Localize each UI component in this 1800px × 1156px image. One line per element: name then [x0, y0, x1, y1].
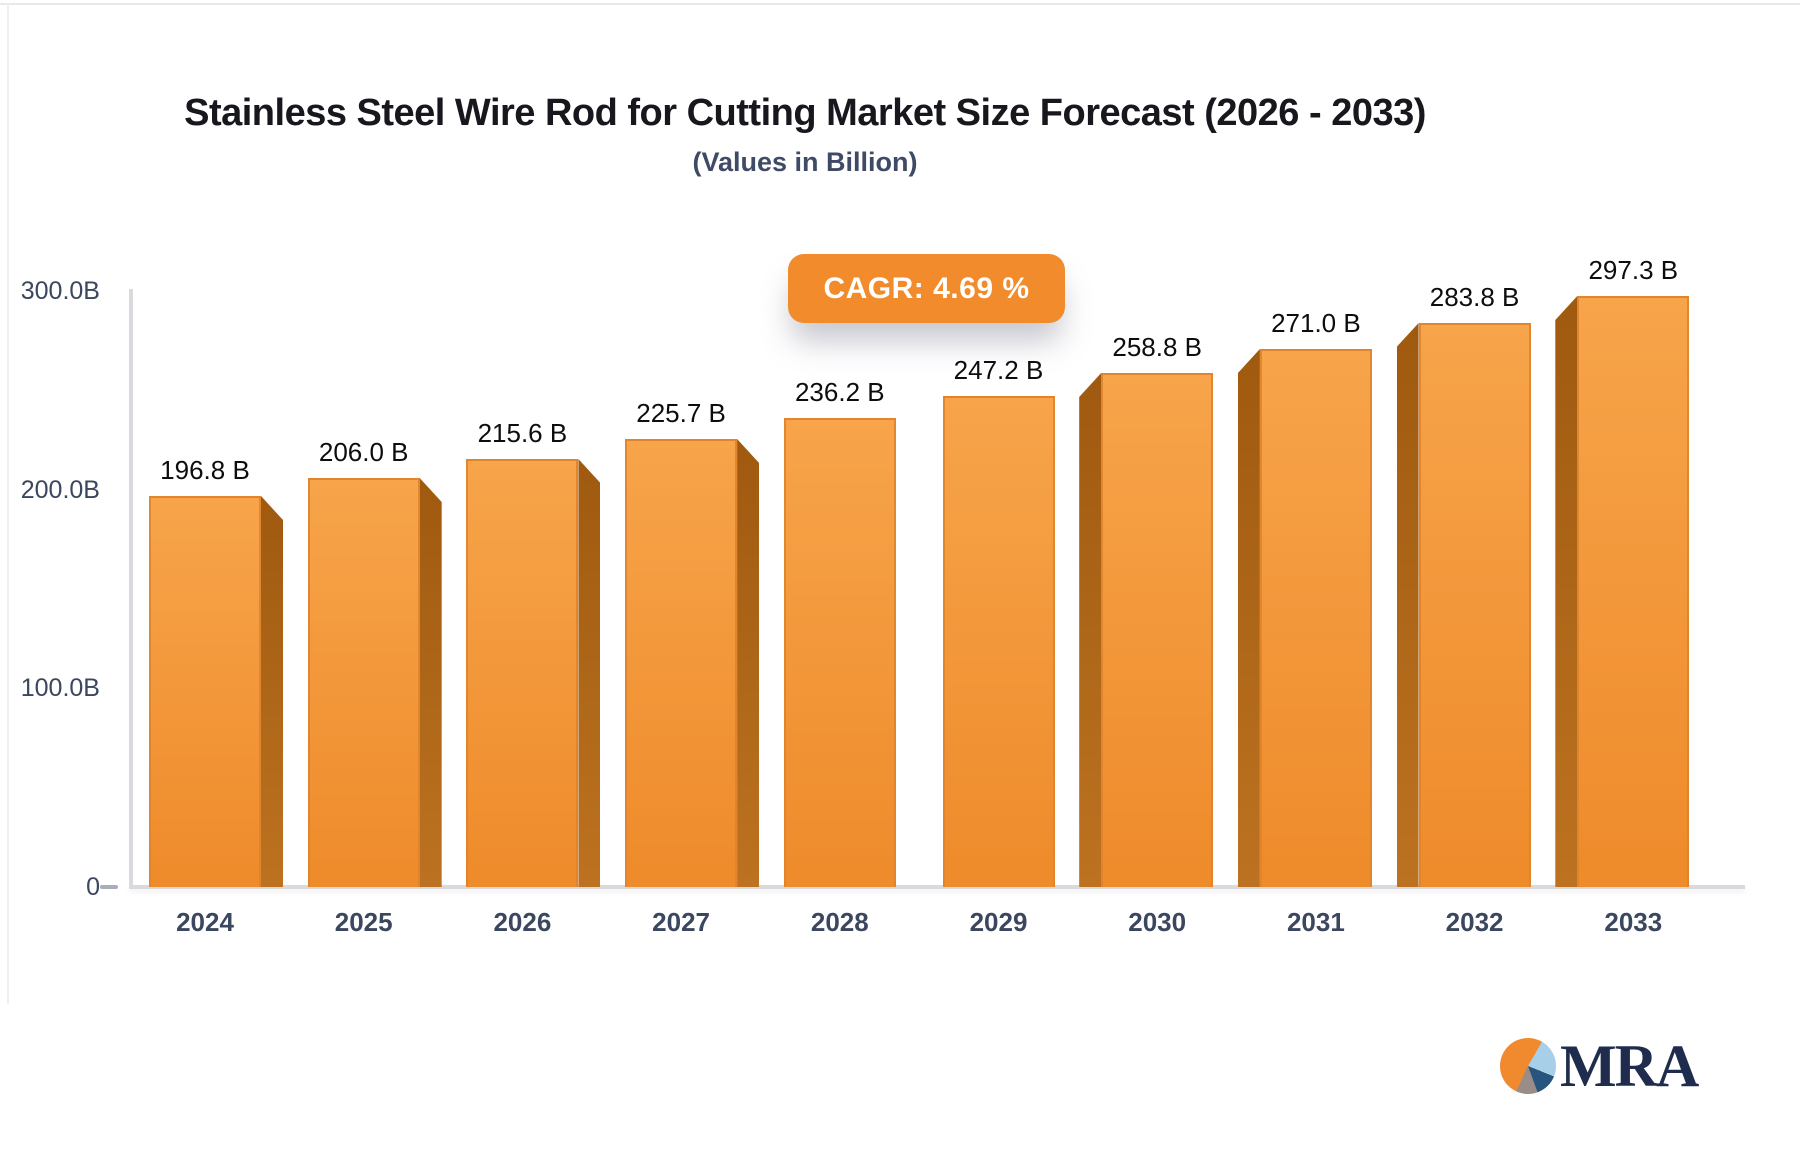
bar-2030 — [1079, 373, 1214, 887]
bar-value-label-2025: 206.0 B — [318, 437, 409, 467]
bar-value-label-2024: 196.8 B — [160, 455, 250, 485]
bar-value-label-2032: 283.8 B — [1429, 282, 1520, 312]
bar-value-label-2031: 271.0 B — [1271, 308, 1361, 338]
bar-value-label-2029: 247.2 B — [953, 355, 1044, 385]
bar-2024 — [149, 496, 283, 887]
x-tick-label-2024: 2024 — [176, 907, 234, 937]
bar-2026 — [466, 459, 601, 887]
chart-subtitle: (Values in Billion) — [692, 147, 918, 177]
bar-3d-side-2030 — [1079, 373, 1102, 887]
x-tick-label-2030: 2030 — [1128, 907, 1187, 937]
bar-3d-side-2033 — [1555, 296, 1578, 887]
y-tick-label-200.0B: 200.0B — [20, 475, 100, 504]
bar-3d-side-2027 — [737, 439, 760, 887]
bar-2027 — [625, 439, 760, 887]
card-border-top — [0, 3, 1800, 5]
bar-face-2032 — [1418, 323, 1531, 887]
x-tick-label-2027: 2027 — [652, 907, 711, 937]
bar-face-2033 — [1577, 296, 1690, 887]
bar-face-2025 — [307, 478, 420, 887]
bar-value-label-2030: 258.8 B — [1112, 332, 1202, 362]
mra-logo: MRA — [1500, 1033, 1699, 1099]
x-tick-label-2033: 2033 — [1604, 907, 1663, 937]
cagr-badge: CAGR: 4.69 % — [788, 254, 1065, 323]
bar-face-2027 — [625, 439, 738, 887]
bar-face-2029 — [942, 396, 1055, 887]
bar-2031 — [1237, 349, 1372, 887]
bar-value-label-2033: 297.3 B — [1588, 255, 1679, 285]
x-tick-label-2025: 2025 — [334, 907, 393, 937]
x-tick-label-2028: 2028 — [810, 907, 869, 937]
x-tick-label-2032: 2032 — [1445, 907, 1504, 937]
bar-3d-side-2024 — [261, 496, 283, 887]
bar-face-2026 — [466, 459, 579, 887]
x-tick-label-2029: 2029 — [969, 907, 1028, 937]
bar-face-2024 — [149, 496, 261, 887]
bar-value-label-2027: 225.7 B — [636, 398, 726, 428]
mra-logo-pie-icon — [1500, 1038, 1556, 1094]
bar-2029 — [942, 396, 1055, 887]
mra-logo-text: MRA — [1560, 1033, 1699, 1099]
zero-tick-mark — [100, 885, 118, 889]
x-tick-label-2026: 2026 — [493, 907, 552, 937]
bar-3d-side-2025 — [419, 478, 442, 887]
y-tick-label-100.0B: 100.0B — [20, 674, 100, 703]
bar-3d-side-2032 — [1396, 323, 1419, 887]
bar-face-2031 — [1259, 349, 1372, 887]
y-axis-line — [129, 289, 133, 886]
bar-3d-side-2031 — [1237, 349, 1260, 887]
y-tick-label-300.0B: 300.0B — [20, 277, 100, 305]
cagr-badge-label: CAGR: 4.69 % — [823, 271, 1030, 305]
bar-face-2028 — [783, 418, 896, 887]
bar-value-label-2026: 215.6 B — [477, 418, 568, 448]
bar-2032 — [1396, 323, 1531, 887]
bar-face-2030 — [1101, 373, 1214, 887]
chart-title: Stainless Steel Wire Rod for Cutting Mar… — [184, 92, 1426, 134]
card-border-left — [7, 4, 9, 1004]
bar-2033 — [1555, 296, 1690, 887]
bar-2025 — [307, 478, 442, 887]
x-tick-label-2031: 2031 — [1286, 907, 1345, 937]
bar-2028 — [783, 418, 896, 887]
x-axis-line — [129, 885, 1745, 889]
bar-value-label-2028: 236.2 B — [794, 377, 885, 407]
bar-3d-side-2026 — [578, 459, 601, 887]
y-tick-label-0: 0 — [86, 873, 100, 901]
